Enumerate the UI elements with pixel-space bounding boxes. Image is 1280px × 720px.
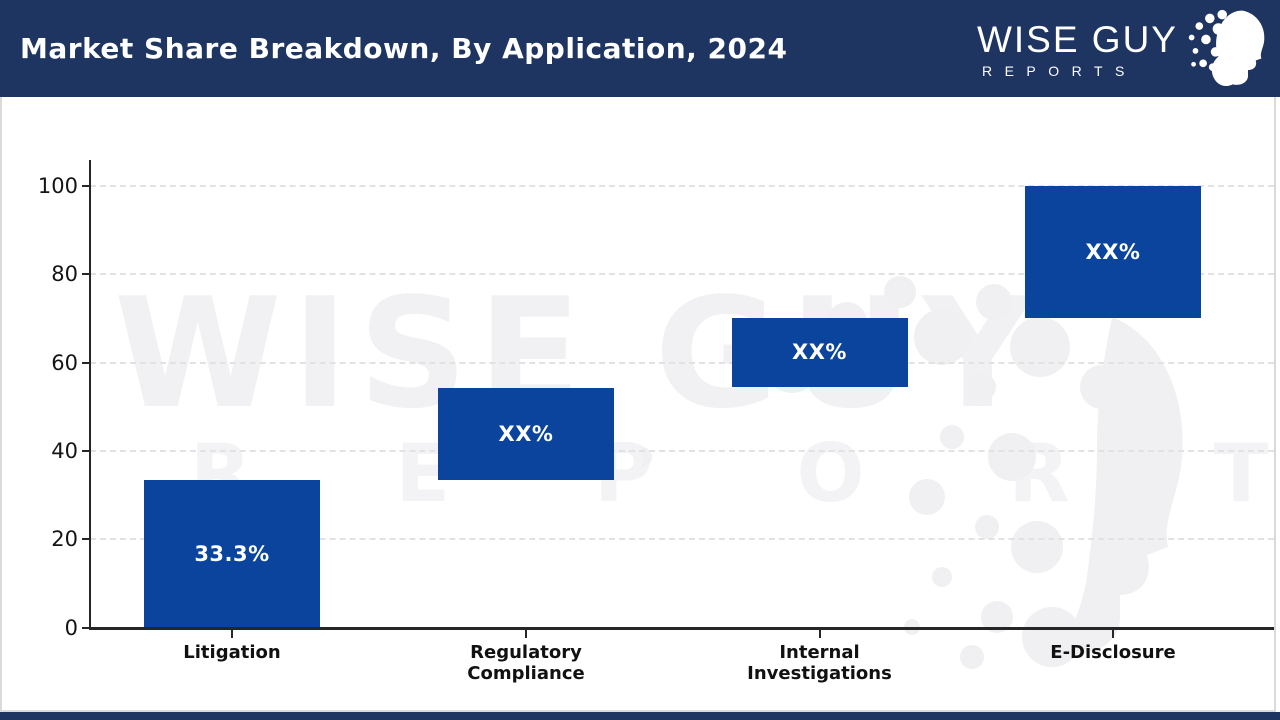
x-tick-3 <box>1112 629 1114 638</box>
y-tick-40 <box>82 449 90 452</box>
y-tick-label-20: 20 <box>51 527 78 552</box>
x-tick-2 <box>818 629 821 638</box>
brand-name: WISE GUY <box>976 18 1178 60</box>
brand-subtitle: REPORTS <box>981 62 1137 79</box>
brand-logo: WISE GUY REPORTS <box>977 6 1270 92</box>
y-tick-20 <box>82 538 90 541</box>
x-axis <box>89 626 1274 630</box>
x-tick-label-1: Regulatory Compliance <box>467 641 585 684</box>
y-tick-60 <box>82 361 90 364</box>
y-tick-label-80: 80 <box>51 262 78 287</box>
bar-value-label: XX% <box>498 422 554 447</box>
gridline-60 <box>90 361 1274 364</box>
x-tick-1 <box>525 629 527 638</box>
gridline-40 <box>90 449 1274 452</box>
chart-area: WISE GUY R E P O R T S 02040608010033.3%… <box>0 97 1276 712</box>
face-logo-icon <box>1188 9 1265 87</box>
y-tick-label-0: 0 <box>64 615 78 640</box>
watermark-face-dots <box>642 276 1183 669</box>
bar-value-label: XX% <box>792 340 847 365</box>
y-tick-label-100: 100 <box>37 174 78 198</box>
y-tick-label-60: 60 <box>51 350 78 375</box>
y-tick-label-40: 40 <box>51 438 78 463</box>
x-tick-0 <box>231 629 233 638</box>
brand-text: WISE GUY REPORTS <box>976 18 1178 79</box>
y-tick-100 <box>82 185 90 187</box>
bar-e-disclosure: XX% <box>1025 186 1201 318</box>
bar-regulatory-compliance: XX% <box>438 387 614 481</box>
y-tick-0 <box>82 626 90 629</box>
bar-value-label: XX% <box>1085 239 1141 264</box>
x-tick-label-3: E-Disclosure <box>1050 641 1176 663</box>
y-axis <box>89 160 91 630</box>
y-tick-80 <box>82 273 90 276</box>
header: Market Share Breakdown, By Application, … <box>0 0 1280 97</box>
page-title: Market Share Breakdown, By Application, … <box>20 32 788 65</box>
x-tick-label-2: Internal Investigations <box>747 641 892 684</box>
watermark-line2: R E P O R T S <box>190 427 1274 520</box>
footer-bar <box>0 712 1280 720</box>
gridline-20 <box>90 538 1274 541</box>
gridline-100 <box>90 185 1274 187</box>
x-tick-label-0: Litigation <box>183 641 281 663</box>
bar-internal-investigations: XX% <box>731 317 908 387</box>
bar-value-label: 33.3% <box>194 541 270 566</box>
gridline-80 <box>90 273 1274 276</box>
bar-litigation: 33.3% <box>144 480 320 628</box>
